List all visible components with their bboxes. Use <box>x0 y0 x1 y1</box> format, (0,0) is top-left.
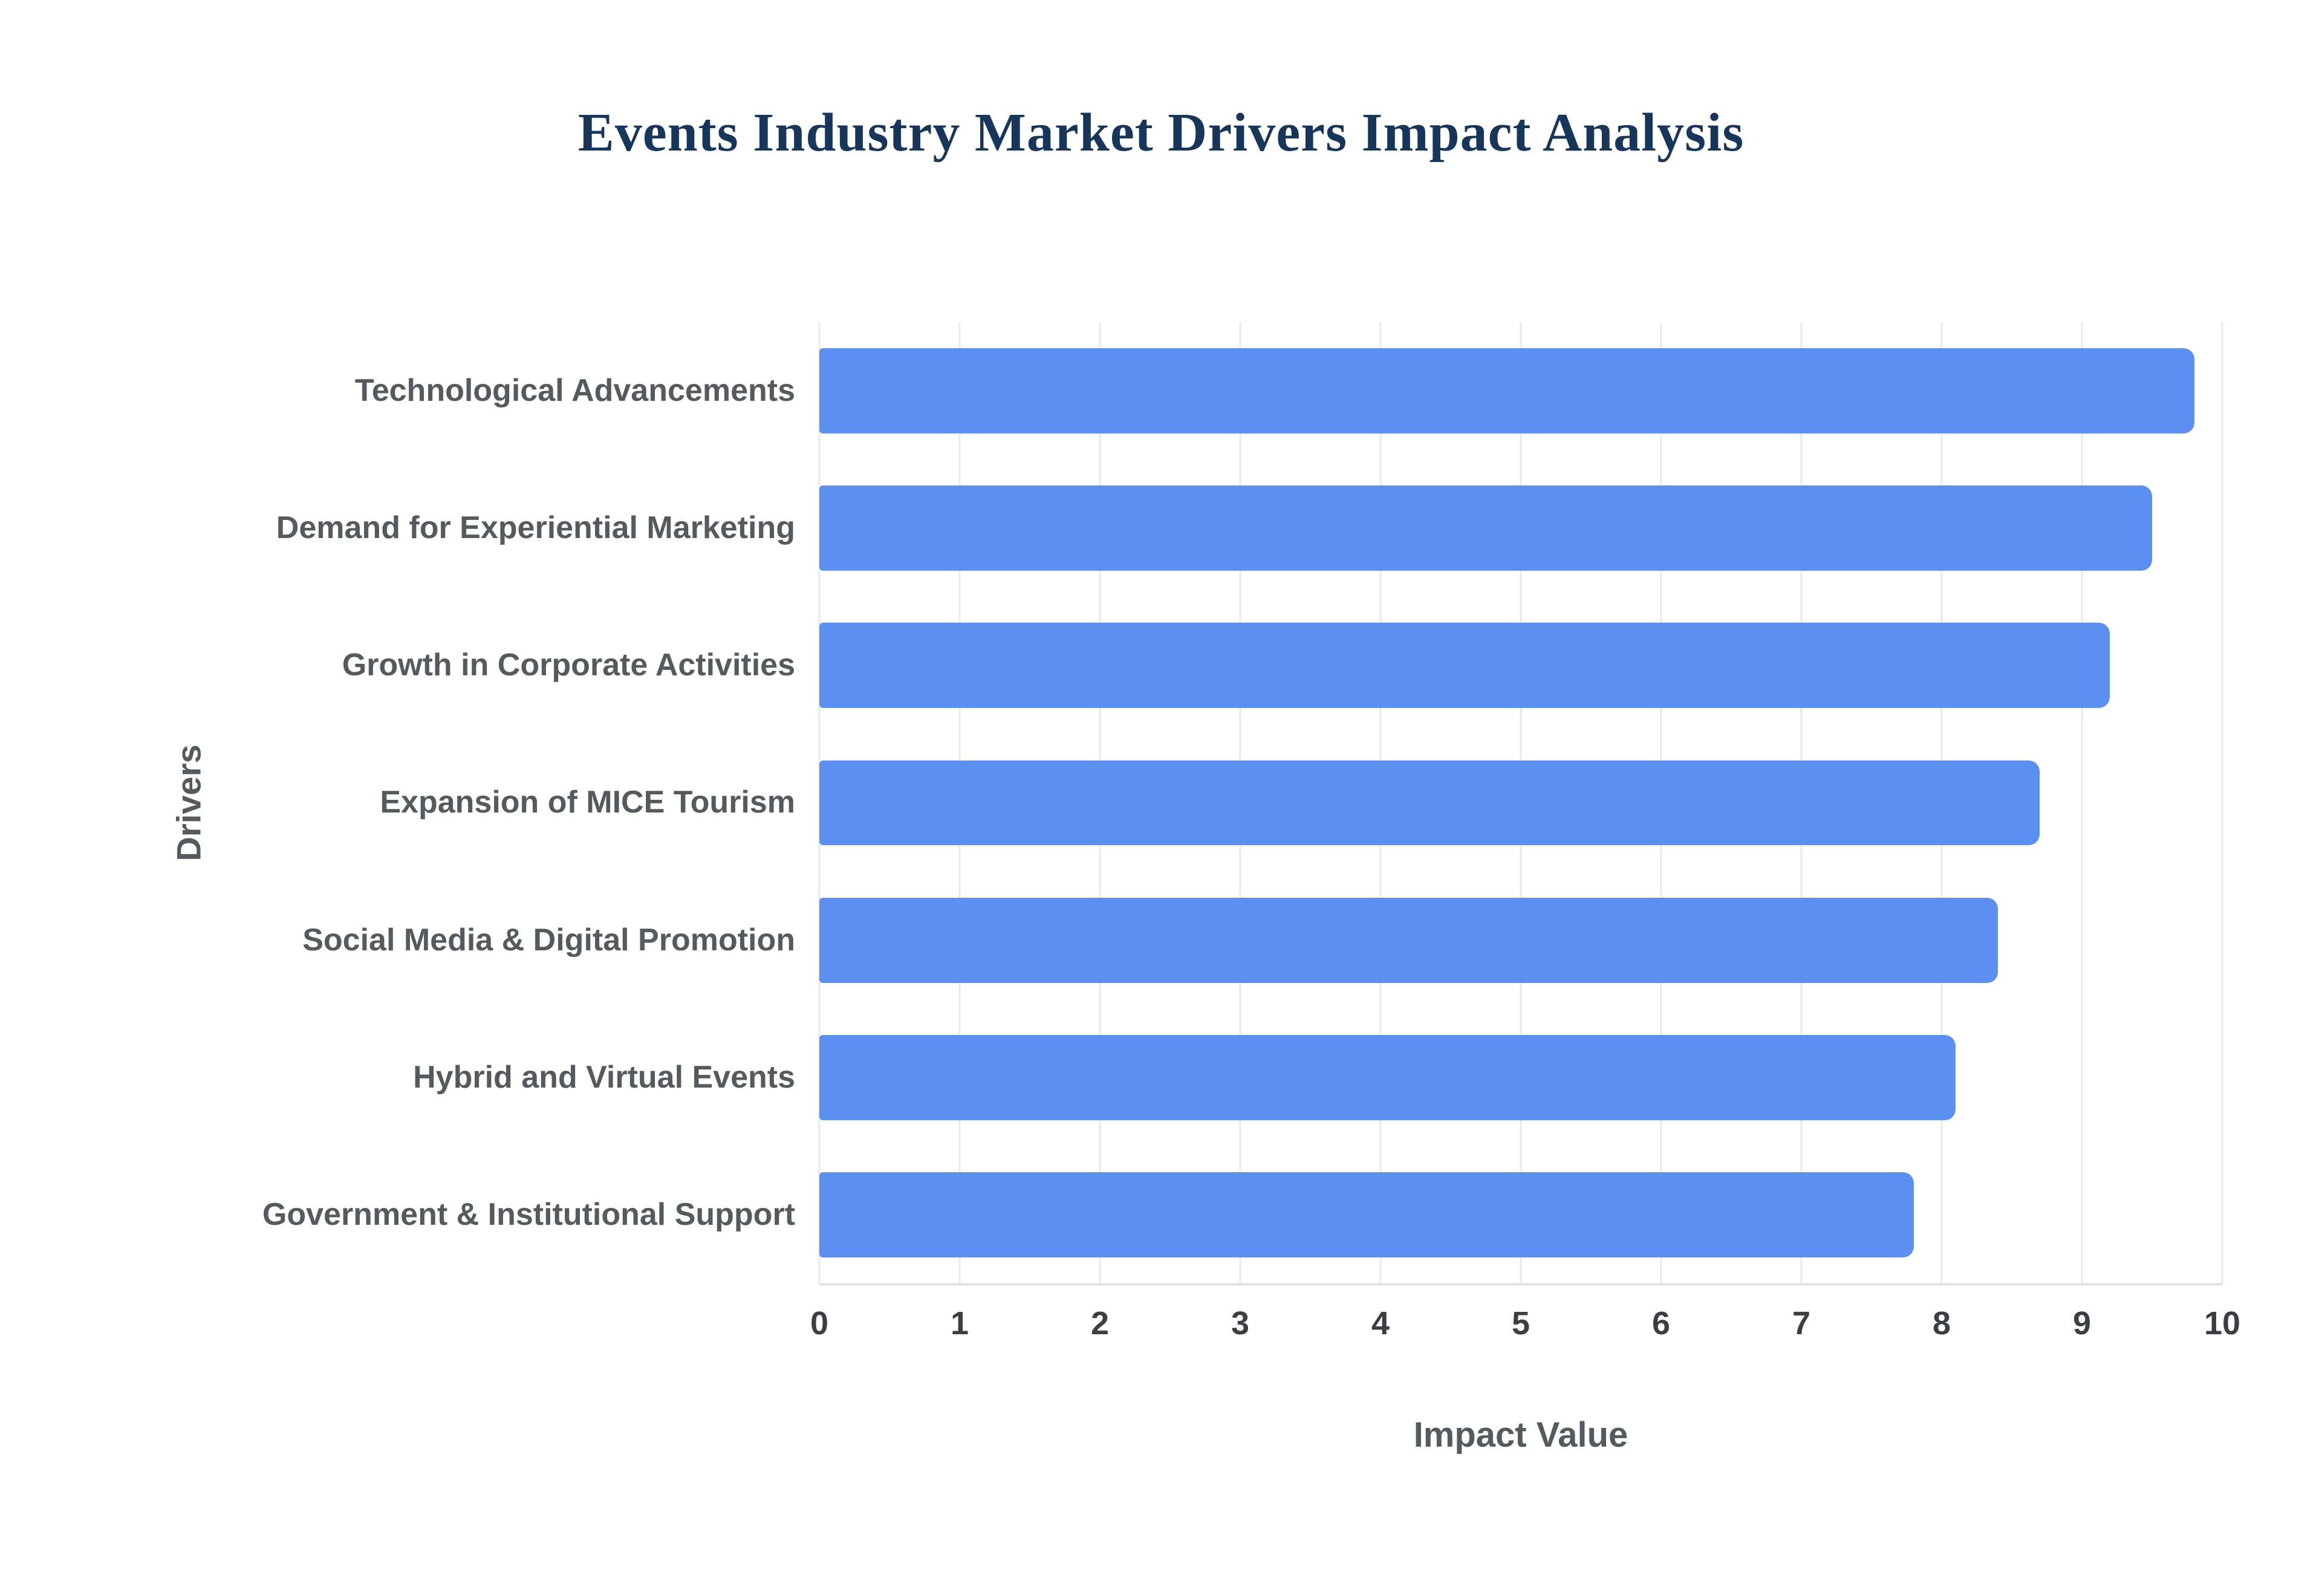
x-tick-label: 5 <box>1511 1305 1530 1341</box>
category-label: Demand for Experiential Marketing <box>276 510 795 546</box>
bar <box>819 348 2194 433</box>
x-tick-label: 4 <box>1371 1305 1390 1341</box>
bar-row <box>819 459 2222 597</box>
y-axis-title: Drivers <box>169 744 208 861</box>
chart-title: Events Industry Market Drivers Impact An… <box>577 103 1745 163</box>
bar <box>819 760 2040 846</box>
x-tick-label: 3 <box>1231 1305 1250 1341</box>
bar-row <box>819 597 2222 734</box>
bar-row <box>819 1146 2222 1283</box>
x-tick-label: 10 <box>2203 1305 2241 1341</box>
bar <box>819 1034 1956 1120</box>
x-tick-label: 8 <box>1932 1305 1951 1341</box>
x-tick-label: 6 <box>1651 1305 1671 1341</box>
x-tick-label: 7 <box>1792 1305 1811 1341</box>
bar-row <box>819 322 2222 459</box>
bar-row <box>819 734 2222 871</box>
category-label: Expansion of MICE Tourism <box>380 785 795 820</box>
bar <box>819 485 2152 571</box>
category-label: Hybrid and Virtual Events <box>413 1059 795 1095</box>
x-axis-title: Impact Value <box>1413 1415 1628 1455</box>
gridline <box>2081 322 2083 1283</box>
bar <box>819 1172 1914 1257</box>
plot-area <box>818 322 2223 1285</box>
bar <box>819 897 1998 983</box>
bar-row <box>819 872 2222 1009</box>
gridline <box>2221 322 2223 1283</box>
category-labels: Technological Advancements Demand for Exp… <box>239 322 795 1283</box>
bar <box>819 623 2110 709</box>
x-tick-label: 9 <box>2072 1305 2092 1341</box>
x-tick-label: 1 <box>950 1305 969 1341</box>
category-label: Social Media & Digital Promotion <box>302 922 795 958</box>
bar-row <box>819 1009 2222 1146</box>
x-tick-label: 0 <box>810 1305 829 1341</box>
x-tick-label: 2 <box>1090 1305 1110 1341</box>
bar-rows <box>819 322 2222 1283</box>
x-axis-ticks: 0 1 2 3 4 5 6 7 8 9 10 <box>810 1305 2240 1353</box>
category-label: Technological Advancements <box>354 373 795 409</box>
category-label: Growth in Corporate Activities <box>342 647 795 683</box>
category-label: Government & Institutional Support <box>262 1196 795 1232</box>
